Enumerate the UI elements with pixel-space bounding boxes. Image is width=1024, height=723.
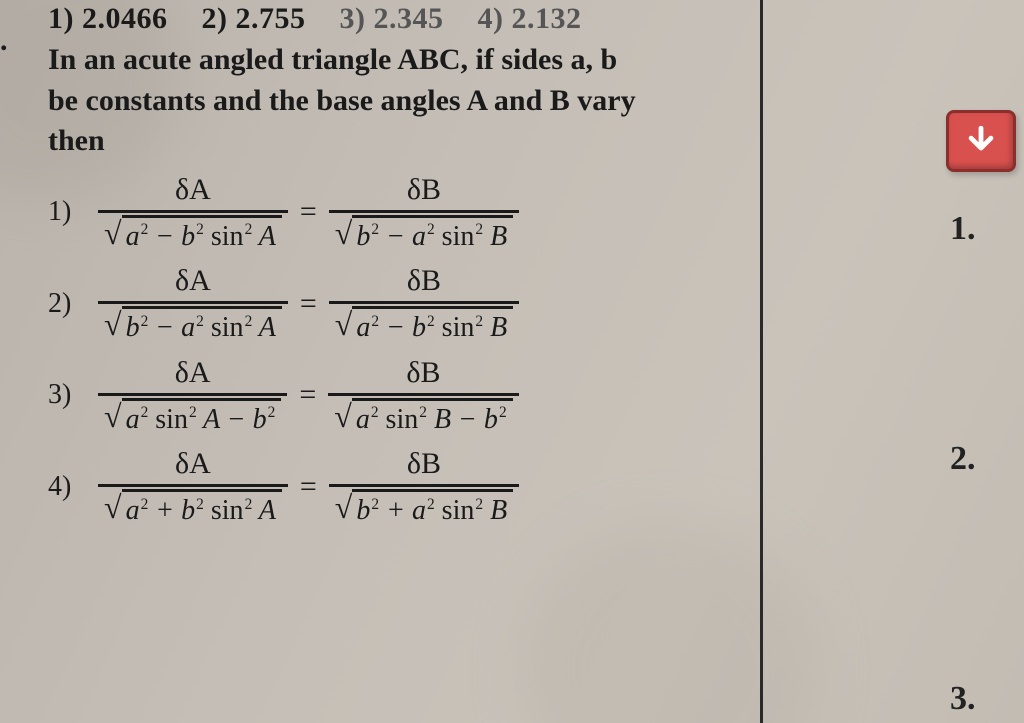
option-2-left-radicand: b2 − a2 sin2 A (122, 306, 282, 345)
delta-a: δA (169, 172, 217, 208)
right-num-2: 2. (950, 440, 976, 478)
option-1-number: 1) (48, 196, 92, 228)
sqrt: √ b2 + a2 sin2 B (335, 489, 513, 528)
option-3: 3) δA √ a2 sin2 A − b2 = δB (48, 355, 748, 437)
question-line-3: then (48, 124, 105, 157)
option-3-number: 3) (48, 379, 92, 411)
prev-option-3: 3) 2.345 (340, 2, 444, 35)
option-3-left-radicand: a2 sin2 A − b2 (122, 398, 282, 437)
sqrt: √ b2 − a2 sin2 B (335, 215, 513, 254)
question-line-1: In an acute angled triangle ABC, if side… (48, 43, 617, 76)
delta-b: δB (401, 172, 447, 208)
option-4-left-radicand: a2 + b2 sin2 A (122, 489, 282, 528)
sqrt: √ a2 sin2 A − b2 (104, 398, 281, 437)
option-2-right-frac: δB √ a2 − b2 sin2 B (329, 263, 519, 345)
option-4: 4) δA √ a2 + b2 sin2 A = δB (48, 446, 748, 528)
option-3-left-frac: δA √ a2 sin2 A − b2 (98, 355, 287, 437)
delta-b: δB (401, 263, 447, 299)
option-4-right-frac: δB √ b2 + a2 sin2 B (329, 446, 519, 528)
delta-a: δA (169, 355, 217, 391)
option-2: 2) δA √ b2 − a2 sin2 A = δB (48, 263, 748, 345)
option-3-right-radicand: a2 sin2 B − b2 (352, 398, 513, 437)
question-number-dot: . (0, 24, 8, 58)
delta-a: δA (169, 446, 217, 482)
equals-sign: = (300, 470, 317, 504)
option-1: 1) δA √ a2 − b2 sin2 A = δB (48, 172, 748, 254)
equals-sign: = (300, 195, 317, 229)
option-4-left-frac: δA √ a2 + b2 sin2 A (98, 446, 288, 528)
option-3-right-frac: δB √ a2 sin2 B − b2 (328, 355, 518, 437)
sqrt: √ b2 − a2 sin2 A (104, 306, 282, 345)
arrow-down-icon (964, 124, 998, 158)
left-column: 1) 2.0466 2) 2.755 3) 2.345 4) 2.132 In … (48, 0, 748, 538)
sqrt: √ a2 − b2 sin2 A (104, 215, 282, 254)
page: . 1) 2.0466 2) 2.755 3) 2.345 4) 2.132 I… (0, 0, 1024, 723)
prev-option-2: 2) 2.755 (202, 2, 306, 35)
question-line-2: be constants and the base angles A and B… (48, 84, 636, 117)
down-arrow-button[interactable] (946, 110, 1016, 172)
sqrt: √ a2 − b2 sin2 B (335, 306, 513, 345)
option-4-right-radicand: b2 + a2 sin2 B (352, 489, 513, 528)
sqrt: √ a2 + b2 sin2 A (104, 489, 282, 528)
question-text: In an acute angled triangle ABC, if side… (48, 40, 688, 162)
option-1-right-radicand: b2 − a2 sin2 B (352, 215, 513, 254)
prev-option-4: 4) 2.132 (478, 2, 582, 35)
equals-sign: = (299, 378, 316, 412)
option-1-left-frac: δA √ a2 − b2 sin2 A (98, 172, 288, 254)
vertical-divider (760, 0, 763, 723)
right-column: 1. 2. 3. (800, 0, 1024, 723)
option-4-number: 4) (48, 471, 92, 503)
option-1-right-frac: δB √ b2 − a2 sin2 B (329, 172, 519, 254)
prev-option-1: 1) 2.0466 (48, 2, 168, 35)
delta-b: δB (400, 355, 446, 391)
delta-b: δB (401, 446, 447, 482)
option-2-number: 2) (48, 288, 92, 320)
answer-options: 1) δA √ a2 − b2 sin2 A = δB (48, 172, 748, 528)
sqrt: √ a2 sin2 B − b2 (334, 398, 512, 437)
delta-a: δA (169, 263, 217, 299)
option-2-right-radicand: a2 − b2 sin2 B (352, 306, 513, 345)
option-2-left-frac: δA √ b2 − a2 sin2 A (98, 263, 288, 345)
right-num-1: 1. (950, 210, 976, 248)
option-1-left-radicand: a2 − b2 sin2 A (122, 215, 282, 254)
prev-question-options: 1) 2.0466 2) 2.755 3) 2.345 4) 2.132 (48, 2, 748, 36)
right-num-3: 3. (950, 680, 976, 718)
equals-sign: = (300, 287, 317, 321)
